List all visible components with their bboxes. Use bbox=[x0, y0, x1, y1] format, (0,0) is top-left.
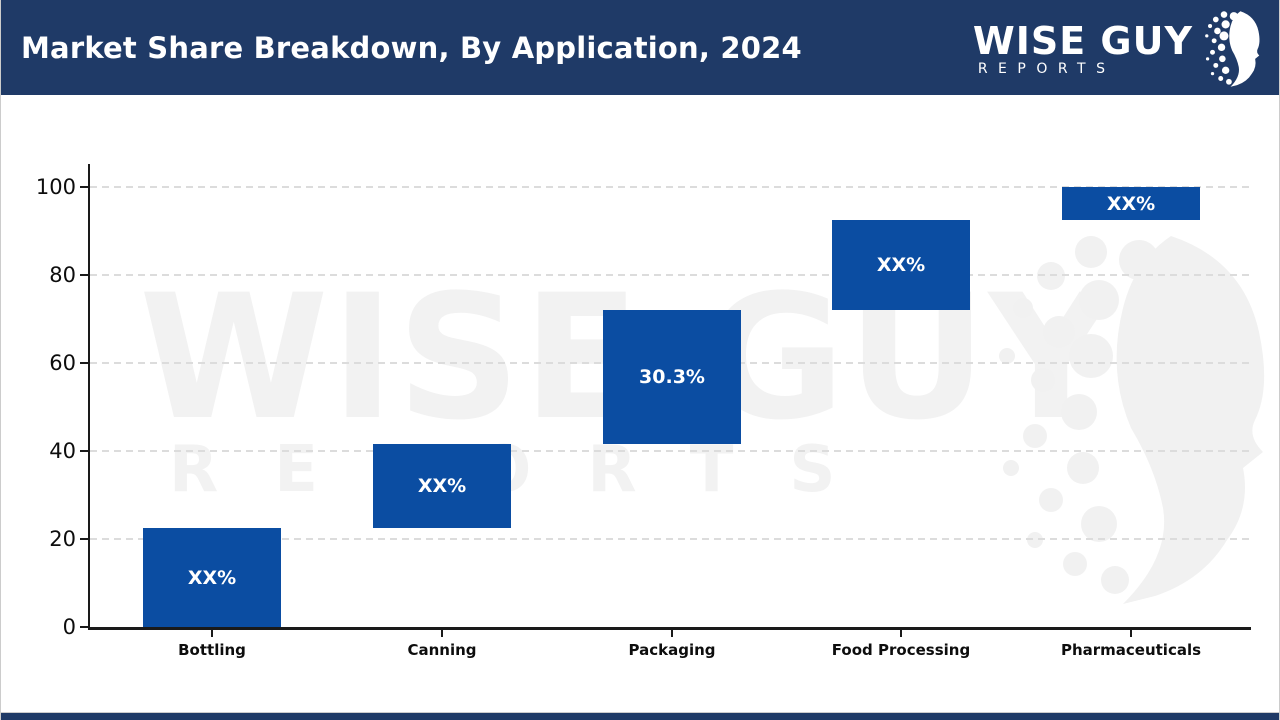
grid-line bbox=[90, 538, 1251, 540]
bar-value-label: XX% bbox=[417, 474, 467, 497]
watermark-face-icon bbox=[999, 236, 1265, 604]
y-axis-tick bbox=[80, 274, 88, 276]
y-axis-tick-label: 20 bbox=[49, 527, 76, 551]
y-axis-spine bbox=[88, 164, 90, 630]
header-bar: Market Share Breakdown, By Application, … bbox=[1, 0, 1279, 95]
x-axis-category-label: Food Processing bbox=[831, 641, 971, 659]
x-axis-category-label: Canning bbox=[407, 641, 477, 659]
grid-line bbox=[90, 274, 1251, 276]
y-axis-tick bbox=[80, 538, 88, 540]
y-axis-tick bbox=[80, 450, 88, 452]
y-axis-tick bbox=[80, 626, 88, 628]
y-axis-tick-label: 60 bbox=[49, 351, 76, 375]
y-axis-tick-label: 100 bbox=[35, 175, 76, 199]
brand-subname: REPORTS bbox=[977, 60, 1116, 77]
x-axis-tick bbox=[900, 630, 902, 637]
bar-value-label: XX% bbox=[187, 566, 237, 589]
brand-logo-text: WISE GUY REPORTS bbox=[972, 19, 1193, 77]
x-axis-category-label: Packaging bbox=[628, 641, 716, 659]
brand-name: WISE GUY bbox=[972, 19, 1193, 64]
footer-bar bbox=[1, 713, 1279, 720]
x-axis-category-label: Pharmaceuticals bbox=[1060, 641, 1202, 659]
x-axis-tick bbox=[211, 630, 213, 637]
bar: XX% bbox=[373, 443, 511, 528]
x-axis-tick bbox=[1130, 630, 1132, 637]
y-axis-tick-label: 0 bbox=[62, 615, 76, 639]
bar: XX% bbox=[832, 220, 970, 311]
x-axis-category-label: Bottling bbox=[178, 641, 246, 659]
brand-logo: WISE GUY REPORTS bbox=[973, 8, 1267, 90]
bar-value-label: XX% bbox=[1106, 192, 1156, 215]
page-title: Market Share Breakdown, By Application, … bbox=[21, 30, 802, 65]
brand-face-icon bbox=[1205, 11, 1260, 87]
x-axis-tick bbox=[441, 630, 443, 637]
bar-value-label: XX% bbox=[876, 254, 926, 277]
bar: XX% bbox=[143, 528, 281, 627]
y-axis-tick bbox=[80, 362, 88, 364]
grid-line bbox=[90, 450, 1251, 452]
watermark-reports-text: REPORTS bbox=[169, 433, 892, 507]
bar: 30.3% bbox=[603, 310, 741, 444]
y-axis-tick-label: 80 bbox=[49, 263, 76, 287]
y-axis-tick-label: 40 bbox=[49, 439, 76, 463]
y-axis-tick bbox=[80, 186, 88, 188]
x-axis-tick bbox=[671, 630, 673, 637]
bar: XX% bbox=[1062, 187, 1200, 220]
grid-line bbox=[90, 186, 1251, 188]
footer-divider bbox=[1, 712, 1279, 713]
x-axis-spine bbox=[88, 627, 1251, 630]
bar-value-label: 30.3% bbox=[639, 365, 705, 388]
